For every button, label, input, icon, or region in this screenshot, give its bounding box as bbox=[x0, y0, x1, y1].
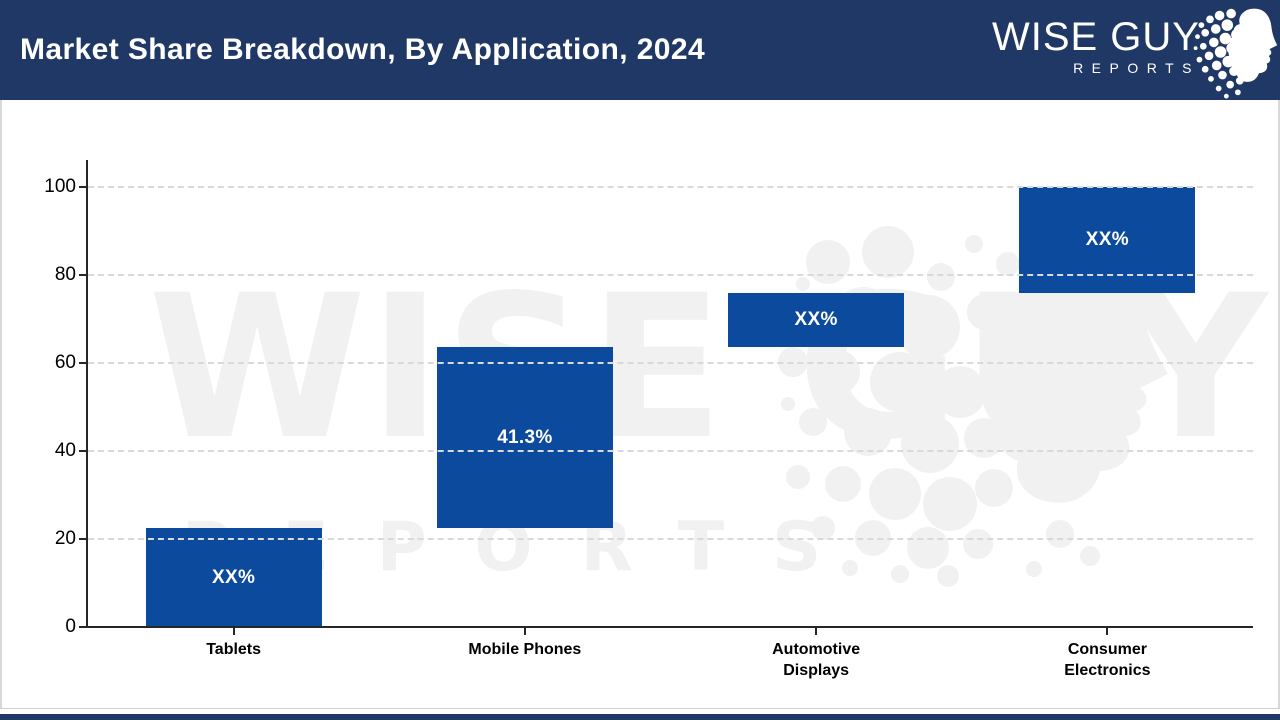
bar-consumer-electronics: XX% bbox=[1019, 187, 1196, 294]
bar-value-label: XX% bbox=[794, 308, 838, 330]
logo-head-icon bbox=[1193, 8, 1278, 99]
page-title: Market Share Breakdown, By Application, … bbox=[20, 33, 706, 66]
report-header: Market Share Breakdown, By Application, … bbox=[0, 0, 1280, 100]
wise-guy-logo: WISE GUY REPORTS bbox=[992, 16, 1200, 76]
x-axis-line bbox=[86, 626, 1253, 628]
bar-tablets: XX% bbox=[145, 528, 322, 627]
logo-subtitle: REPORTS bbox=[1073, 60, 1200, 76]
bar-value-label: XX% bbox=[212, 566, 256, 588]
footer-bar bbox=[0, 714, 1280, 720]
logo-wordmark: WISE GUY bbox=[991, 15, 1200, 59]
bar-automotive-displays: XX% bbox=[728, 293, 905, 347]
bar-value-label: 41.3% bbox=[497, 426, 553, 448]
y-axis-line bbox=[86, 160, 88, 628]
bar-value-label: XX% bbox=[1085, 229, 1129, 251]
bar-mobile-phones: 41.3% bbox=[436, 346, 613, 529]
